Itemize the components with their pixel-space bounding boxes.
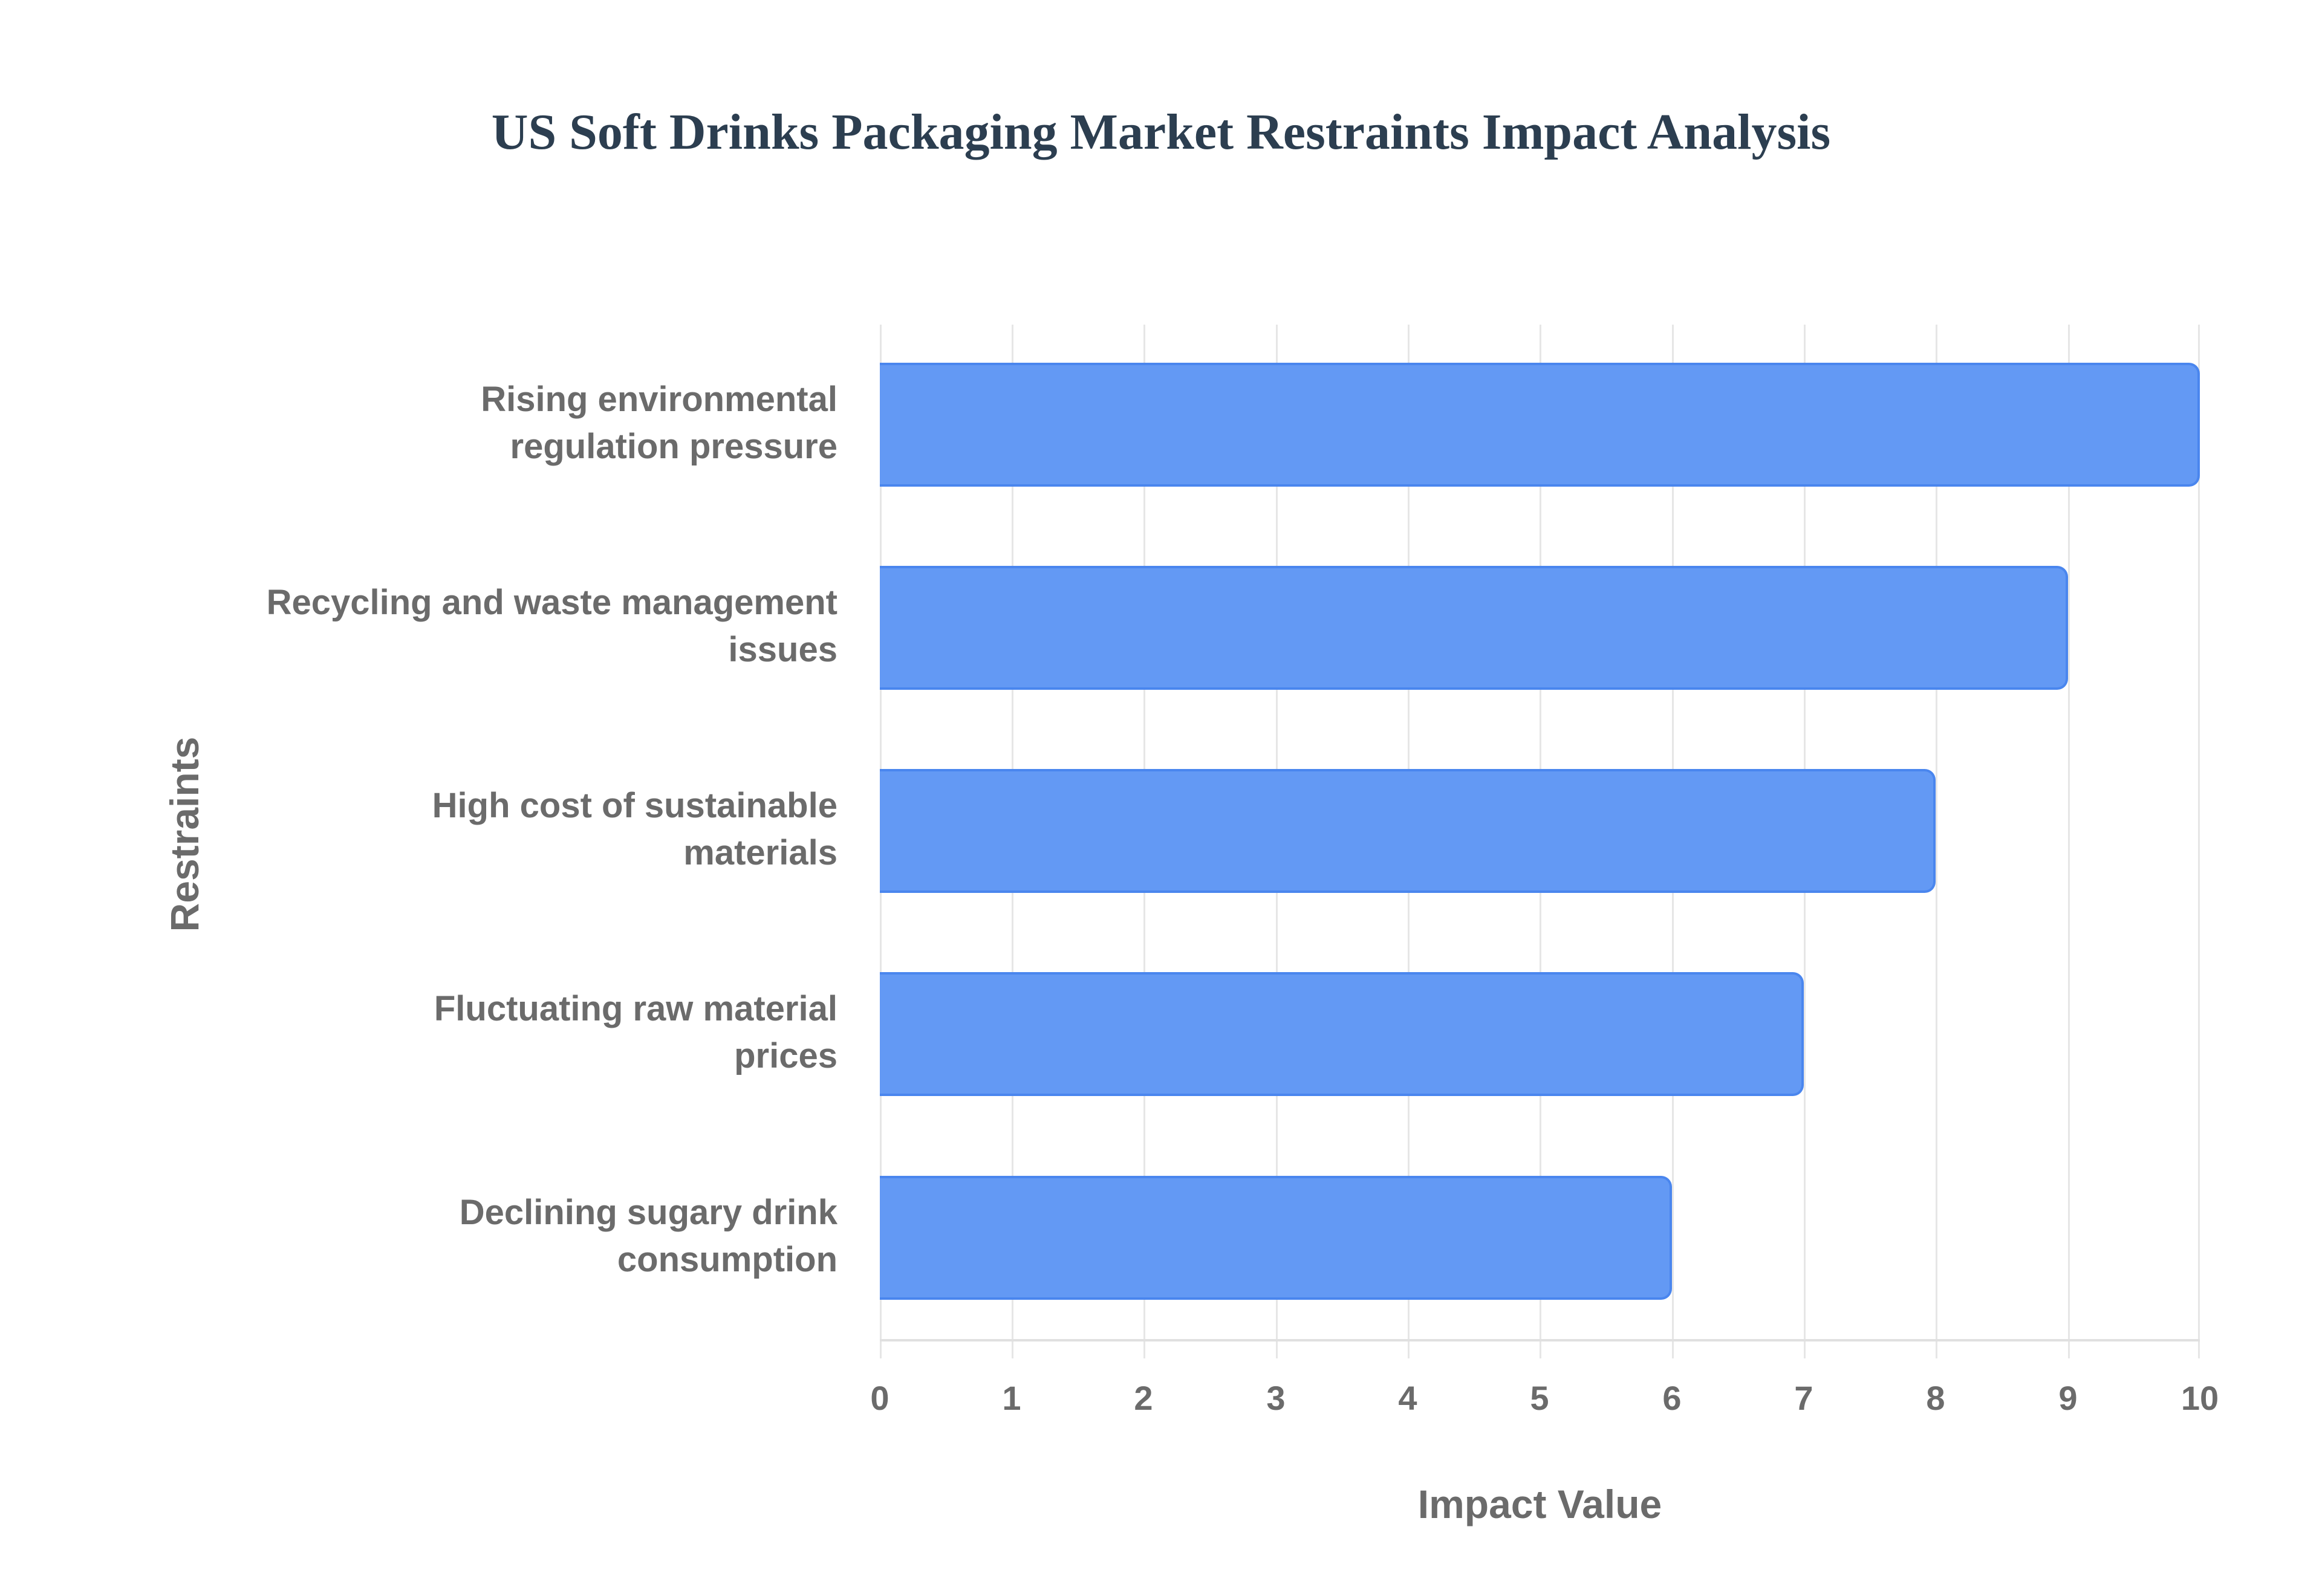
gridline [2198,325,2200,1358]
x-tick-label: 8 [1926,1379,1945,1417]
category-label: High cost of sustainable materials [172,782,837,877]
category-label: Recycling and waste management issues [172,579,837,673]
x-tick-label: 4 [1398,1379,1417,1417]
x-tick-label: 3 [1266,1379,1286,1417]
category-label-line: High cost of sustainable [432,786,837,825]
gridline [1936,325,1937,1358]
category-label-line: issues [728,630,837,669]
x-tick-label: 10 [2181,1379,2219,1417]
category-label-line: prices [734,1036,837,1075]
x-tick-label: 0 [870,1379,889,1417]
bar-fluctuating-raw-material-prices[interactable] [880,972,1804,1096]
x-tick-label: 2 [1134,1379,1153,1417]
category-label-line: Fluctuating raw material [434,989,837,1028]
bar-declining-sugary-drink-consumption[interactable] [880,1176,1672,1300]
x-tick-label: 7 [1794,1379,1813,1417]
plot-area [880,325,2200,1358]
x-tick-label: 9 [2058,1379,2078,1417]
category-label-line: Declining sugary drink [459,1193,837,1232]
category-label-line: regulation pressure [510,427,837,466]
x-axis-line [880,1339,2200,1341]
gridline [2068,325,2070,1358]
category-label-line: Recycling and waste management [266,583,837,622]
x-tick-label: 6 [1662,1379,1682,1417]
category-label: Fluctuating raw material prices [172,985,837,1080]
category-label-line: consumption [617,1240,837,1279]
bar-rising-environmental-regulation[interactable] [880,363,2200,487]
category-label: Declining sugary drink consumption [172,1189,837,1283]
category-label-line: Rising environmental [481,380,837,419]
category-label-line: materials [683,833,837,872]
category-label: Rising environmental regulation pressure [172,376,837,470]
bar-high-cost-sustainable-materials[interactable] [880,769,1936,893]
bar-recycling-waste-management[interactable] [880,566,2068,690]
chart-title: US Soft Drinks Packaging Market Restrain… [491,104,1831,160]
x-tick-label: 5 [1530,1379,1549,1417]
x-axis-title: Impact Value [1417,1482,1662,1526]
x-tick-label: 1 [1002,1379,1021,1417]
